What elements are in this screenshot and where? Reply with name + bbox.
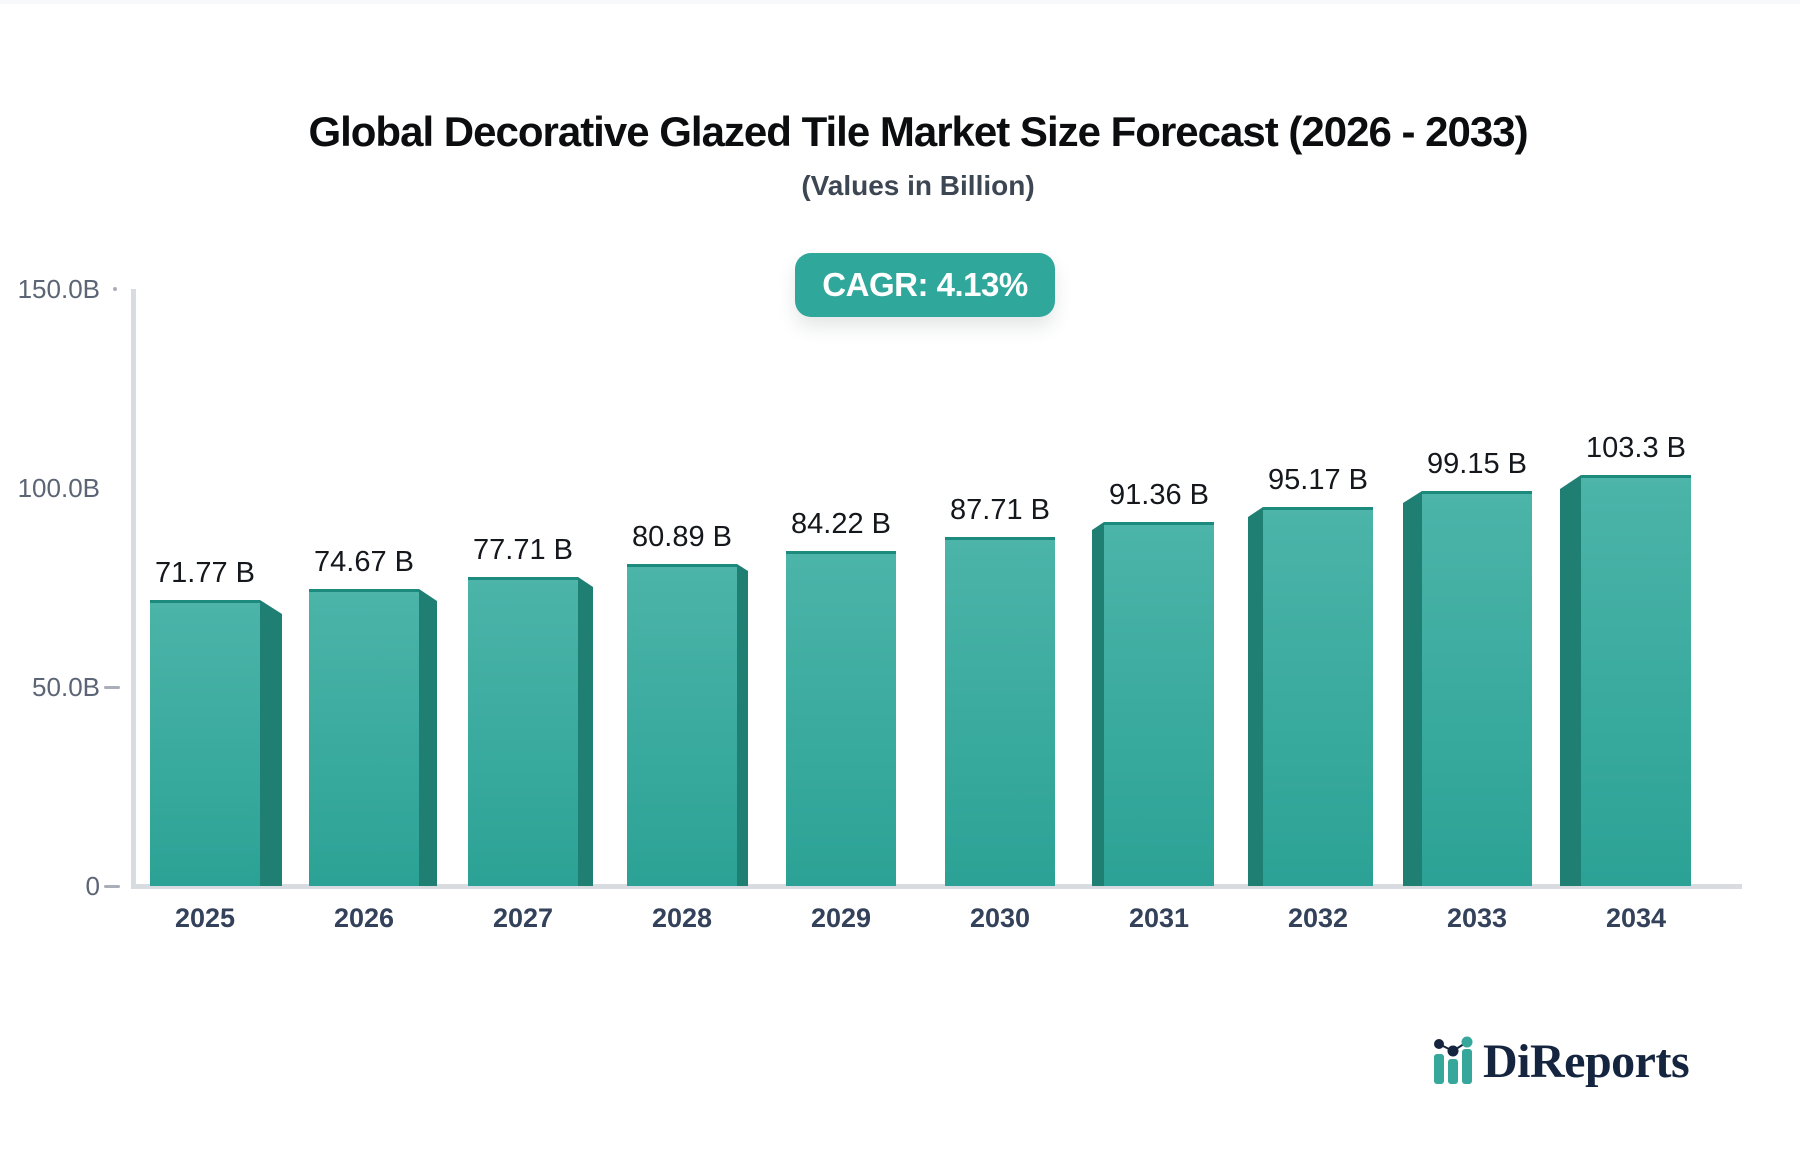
bar-3d-side-2025	[260, 600, 282, 886]
bar-chart-logo-icon	[1430, 1032, 1478, 1090]
y-axis-line	[131, 289, 136, 886]
bar-value-label-2030: 87.71 B	[950, 494, 1050, 526]
y-axis-tick	[104, 885, 120, 888]
chart-subtitle: (Values in Billion)	[801, 170, 1035, 201]
cagr-badge-label: CAGR: 4.13%	[822, 266, 1028, 303]
bar-value-label-2033: 99.15 B	[1427, 448, 1527, 480]
bar-3d-side-2034	[1560, 475, 1581, 886]
bar-3d-side-2028	[737, 564, 748, 886]
x-axis-label-2025: 2025	[174, 903, 236, 933]
bar-2025[interactable]	[150, 600, 260, 886]
x-axis-label-2029: 2029	[810, 903, 872, 933]
x-axis-label-2034: 2034	[1605, 903, 1667, 933]
y-axis-label-100.0b: 100.0B	[17, 473, 100, 503]
y-axis-label-50.0b: 50.0B	[32, 672, 100, 702]
bar-2026[interactable]	[309, 589, 419, 886]
bar-value-label-2028: 80.89 B	[632, 521, 732, 553]
bar-3d-side-2032	[1248, 507, 1263, 886]
bar-2029[interactable]	[786, 551, 896, 886]
x-axis-label-2031: 2031	[1128, 903, 1190, 933]
bar-value-label-2029: 84.22 B	[791, 508, 891, 540]
y-axis-tick	[113, 287, 117, 291]
bar-2033[interactable]	[1422, 491, 1532, 886]
chart-title: Global Decorative Glazed Tile Market Siz…	[308, 108, 1528, 155]
bar-2034[interactable]	[1581, 475, 1691, 886]
x-axis-label-2028: 2028	[651, 903, 713, 933]
x-axis-label-2033: 2033	[1446, 903, 1508, 933]
x-axis-label-2026: 2026	[333, 903, 395, 933]
bar-value-label-2032: 95.17 B	[1268, 464, 1368, 496]
bar-value-label-2027: 77.71 B	[473, 534, 573, 566]
cagr-badge: CAGR: 4.13%	[795, 253, 1055, 317]
y-axis-tick	[104, 686, 120, 689]
window-top-edge	[0, 0, 1800, 4]
y-axis-label-150.0b: 150.0B	[17, 274, 100, 304]
logo-wordmark: DiReports	[1483, 1035, 1690, 1088]
bar-value-label-2031: 91.36 B	[1109, 479, 1209, 511]
bar-value-label-2026: 74.67 B	[314, 546, 414, 578]
bar-value-label-2034: 103.3 B	[1586, 432, 1686, 464]
bar-2028[interactable]	[627, 564, 737, 886]
x-axis-label-2032: 2032	[1287, 903, 1349, 933]
x-axis-line	[131, 884, 1742, 889]
bar-2032[interactable]	[1263, 507, 1373, 886]
bar-2027[interactable]	[468, 577, 578, 886]
bar-2031[interactable]	[1104, 522, 1214, 886]
direports-logo[interactable]: DiReports	[1430, 1028, 1690, 1090]
x-axis-label-2027: 2027	[492, 903, 554, 933]
bar-3d-side-2033	[1403, 491, 1422, 886]
bar-2030[interactable]	[945, 537, 1055, 886]
bar-3d-side-2031	[1092, 522, 1104, 886]
bar-3d-side-2027	[578, 577, 593, 886]
bar-3d-side-2026	[419, 589, 437, 886]
x-axis-label-2030: 2030	[969, 903, 1031, 933]
y-axis-label-0: 0	[85, 871, 100, 901]
bar-value-label-2025: 71.77 B	[155, 557, 255, 589]
